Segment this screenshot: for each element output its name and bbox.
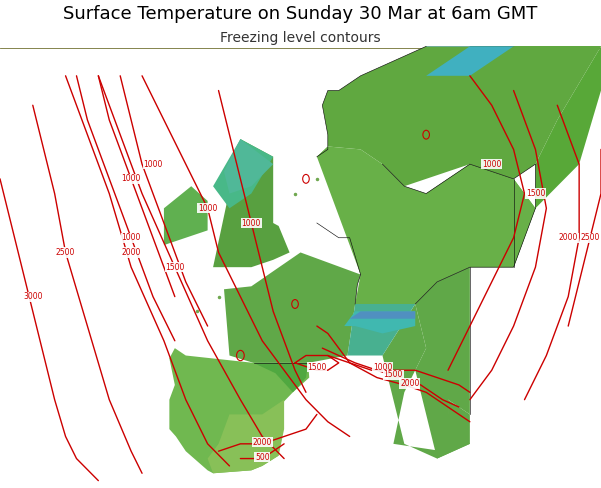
Polygon shape xyxy=(347,304,470,459)
Polygon shape xyxy=(426,46,514,76)
Text: 2500: 2500 xyxy=(56,248,75,257)
Text: Surface Temperature on Sunday 30 Mar at 6am GMT: Surface Temperature on Sunday 30 Mar at … xyxy=(63,5,538,23)
Polygon shape xyxy=(254,363,308,392)
Text: Freezing level contours: Freezing level contours xyxy=(220,31,381,45)
Polygon shape xyxy=(317,0,601,186)
Polygon shape xyxy=(426,164,535,267)
Text: 2000: 2000 xyxy=(252,438,272,447)
Polygon shape xyxy=(207,400,284,473)
Text: 3000: 3000 xyxy=(23,292,43,301)
Polygon shape xyxy=(347,304,415,355)
Text: 1000: 1000 xyxy=(242,219,261,227)
Text: 2000: 2000 xyxy=(400,379,419,388)
Text: 2500: 2500 xyxy=(581,233,600,242)
Text: 1000: 1000 xyxy=(143,160,163,169)
Text: 1000: 1000 xyxy=(121,174,141,183)
Polygon shape xyxy=(213,139,273,208)
Text: 2000: 2000 xyxy=(558,233,578,242)
Text: 1500: 1500 xyxy=(165,263,185,272)
Text: 1000: 1000 xyxy=(482,160,501,169)
Polygon shape xyxy=(415,267,470,459)
Polygon shape xyxy=(492,0,579,17)
Text: 1000: 1000 xyxy=(373,363,392,372)
Text: 1500: 1500 xyxy=(383,370,403,379)
Polygon shape xyxy=(213,139,290,267)
Text: 1500: 1500 xyxy=(307,363,326,372)
Text: 1000: 1000 xyxy=(198,204,218,213)
Polygon shape xyxy=(344,311,415,333)
Polygon shape xyxy=(164,186,207,245)
Polygon shape xyxy=(317,146,535,326)
Polygon shape xyxy=(169,348,310,473)
Text: 500: 500 xyxy=(255,452,270,462)
Polygon shape xyxy=(535,46,601,208)
Polygon shape xyxy=(224,252,361,363)
Text: 1500: 1500 xyxy=(526,189,545,198)
Text: 2000: 2000 xyxy=(121,248,141,257)
Polygon shape xyxy=(404,0,579,46)
Polygon shape xyxy=(350,311,415,319)
Text: 1000: 1000 xyxy=(121,233,141,242)
Polygon shape xyxy=(224,139,273,194)
